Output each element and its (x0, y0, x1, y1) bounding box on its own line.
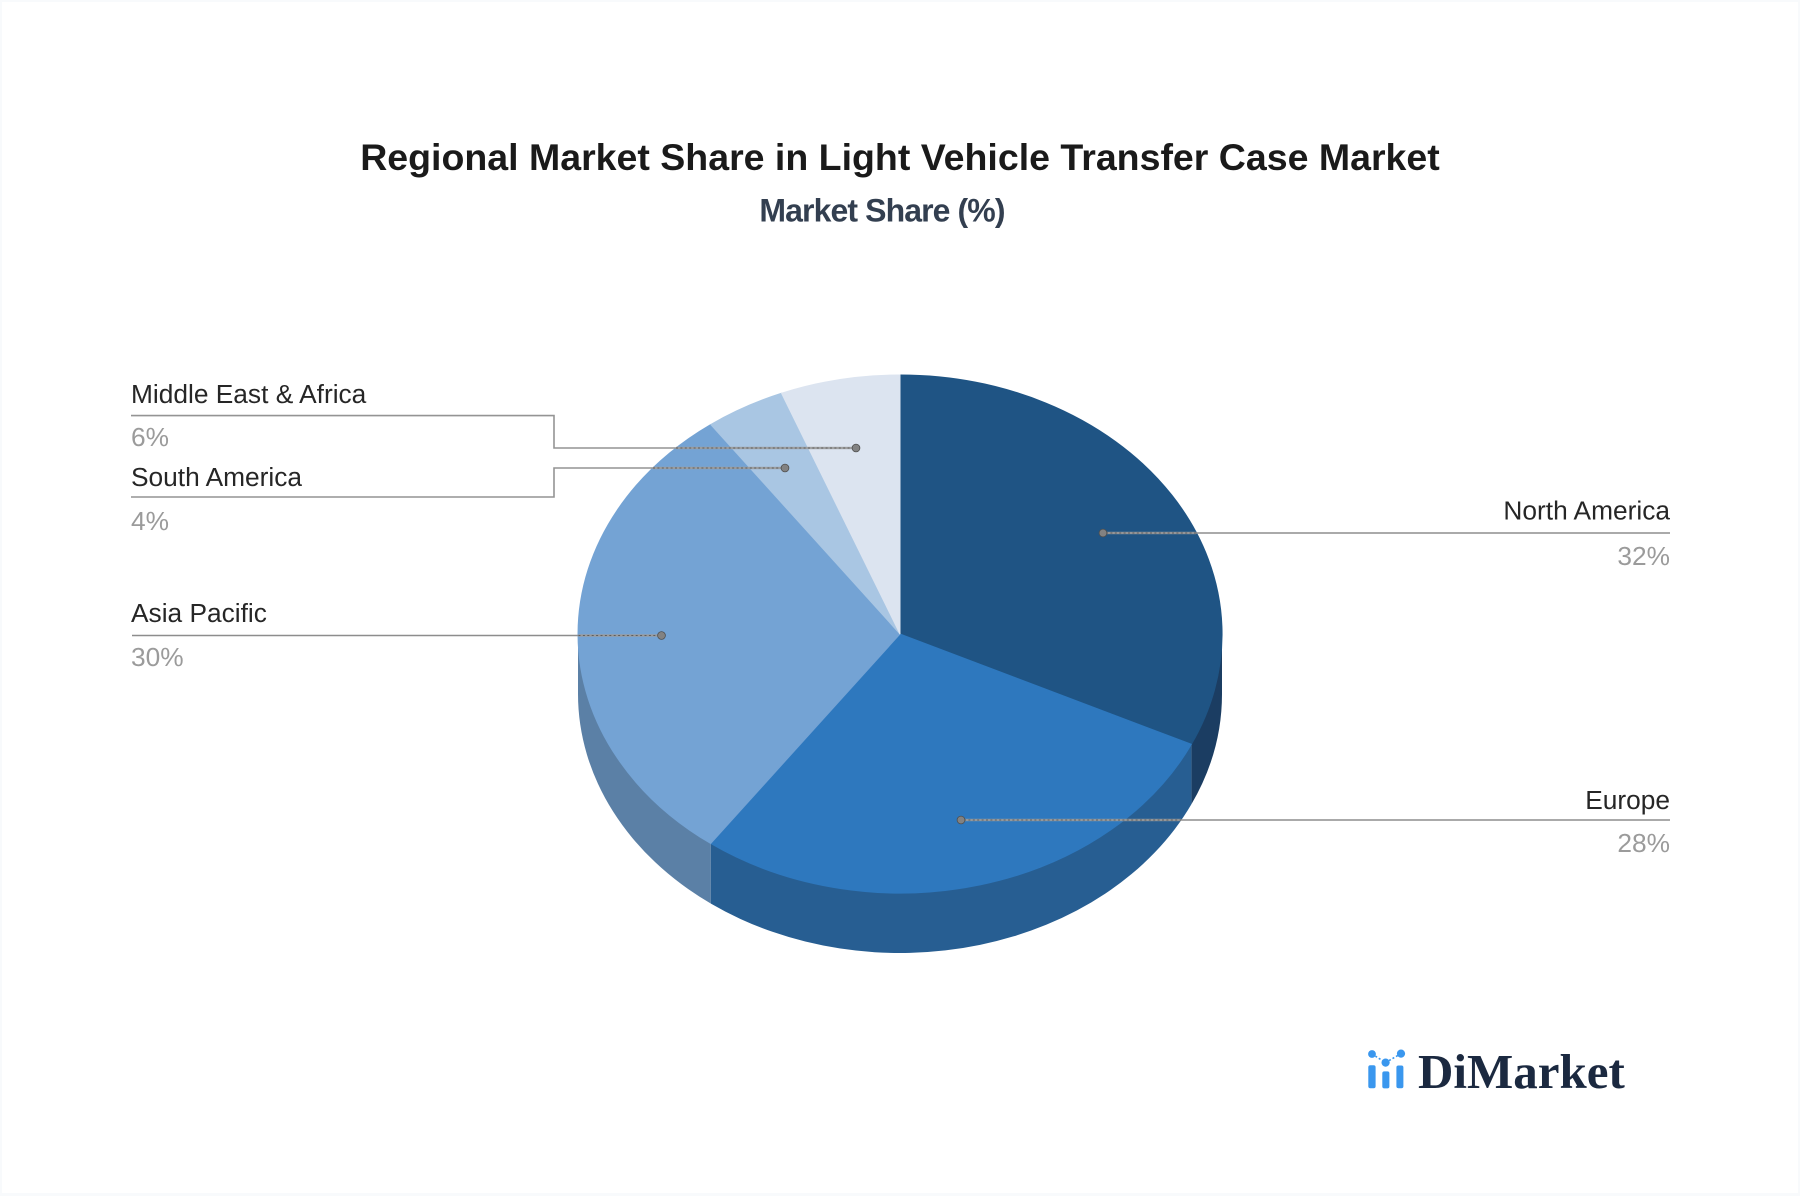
svg-text:South America: South America (131, 462, 302, 492)
svg-text:Middle East & Africa: Middle East & Africa (131, 379, 367, 409)
svg-text:Regional Market Share in Light: Regional Market Share in Light Vehicle T… (360, 136, 1440, 178)
svg-text:DiMarket: DiMarket (1418, 1044, 1625, 1099)
svg-text:30%: 30% (131, 642, 184, 672)
svg-text:North America: North America (1503, 496, 1670, 526)
svg-text:32%: 32% (1617, 541, 1670, 571)
svg-text:4%: 4% (131, 506, 169, 536)
svg-text:Europe: Europe (1585, 785, 1670, 815)
svg-text:Market Share (%): Market Share (%) (759, 193, 1004, 229)
svg-text:Asia Pacific: Asia Pacific (131, 598, 267, 628)
svg-text:6%: 6% (131, 422, 169, 452)
svg-text:28%: 28% (1617, 828, 1670, 858)
